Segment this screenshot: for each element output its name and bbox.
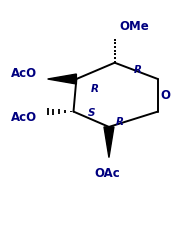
Text: R: R: [91, 84, 99, 94]
Text: OMe: OMe: [119, 20, 149, 33]
Text: S: S: [88, 109, 95, 118]
Text: OAc: OAc: [94, 167, 120, 180]
Text: R: R: [134, 65, 142, 75]
Text: O: O: [161, 89, 171, 102]
Polygon shape: [48, 74, 76, 84]
Polygon shape: [104, 127, 114, 158]
Text: AcO: AcO: [11, 67, 37, 80]
Text: AcO: AcO: [11, 111, 37, 124]
Text: R: R: [116, 117, 124, 127]
